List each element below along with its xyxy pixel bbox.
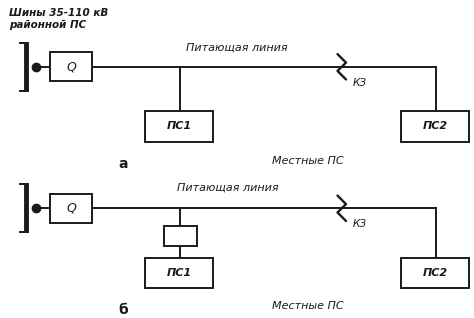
Text: Местные ПС: Местные ПС [272,301,344,310]
Text: а: а [118,157,128,171]
Bar [145,111,213,142]
Bar [401,258,469,288]
Bar [401,111,469,142]
Bar [50,52,92,81]
Text: Питающая линия: Питающая линия [186,43,288,52]
Text: КЗ: КЗ [353,78,367,88]
Text: Питающая линия: Питающая линия [177,183,278,192]
Text: Q: Q [66,60,76,73]
Text: Местные ПС: Местные ПС [272,156,344,166]
Text: ПС1: ПС1 [166,121,191,131]
Text: б: б [118,303,128,317]
Text: ПС1: ПС1 [166,268,191,278]
Text: Q: Q [66,202,76,215]
Text: КЗ: КЗ [353,219,367,229]
Bar [50,194,92,223]
Text: Шины 35-110 кВ
районной ПС: Шины 35-110 кВ районной ПС [9,8,109,31]
Bar [145,258,213,288]
Bar [164,226,197,246]
Text: ПС2: ПС2 [422,121,447,131]
Text: ПС2: ПС2 [422,268,447,278]
